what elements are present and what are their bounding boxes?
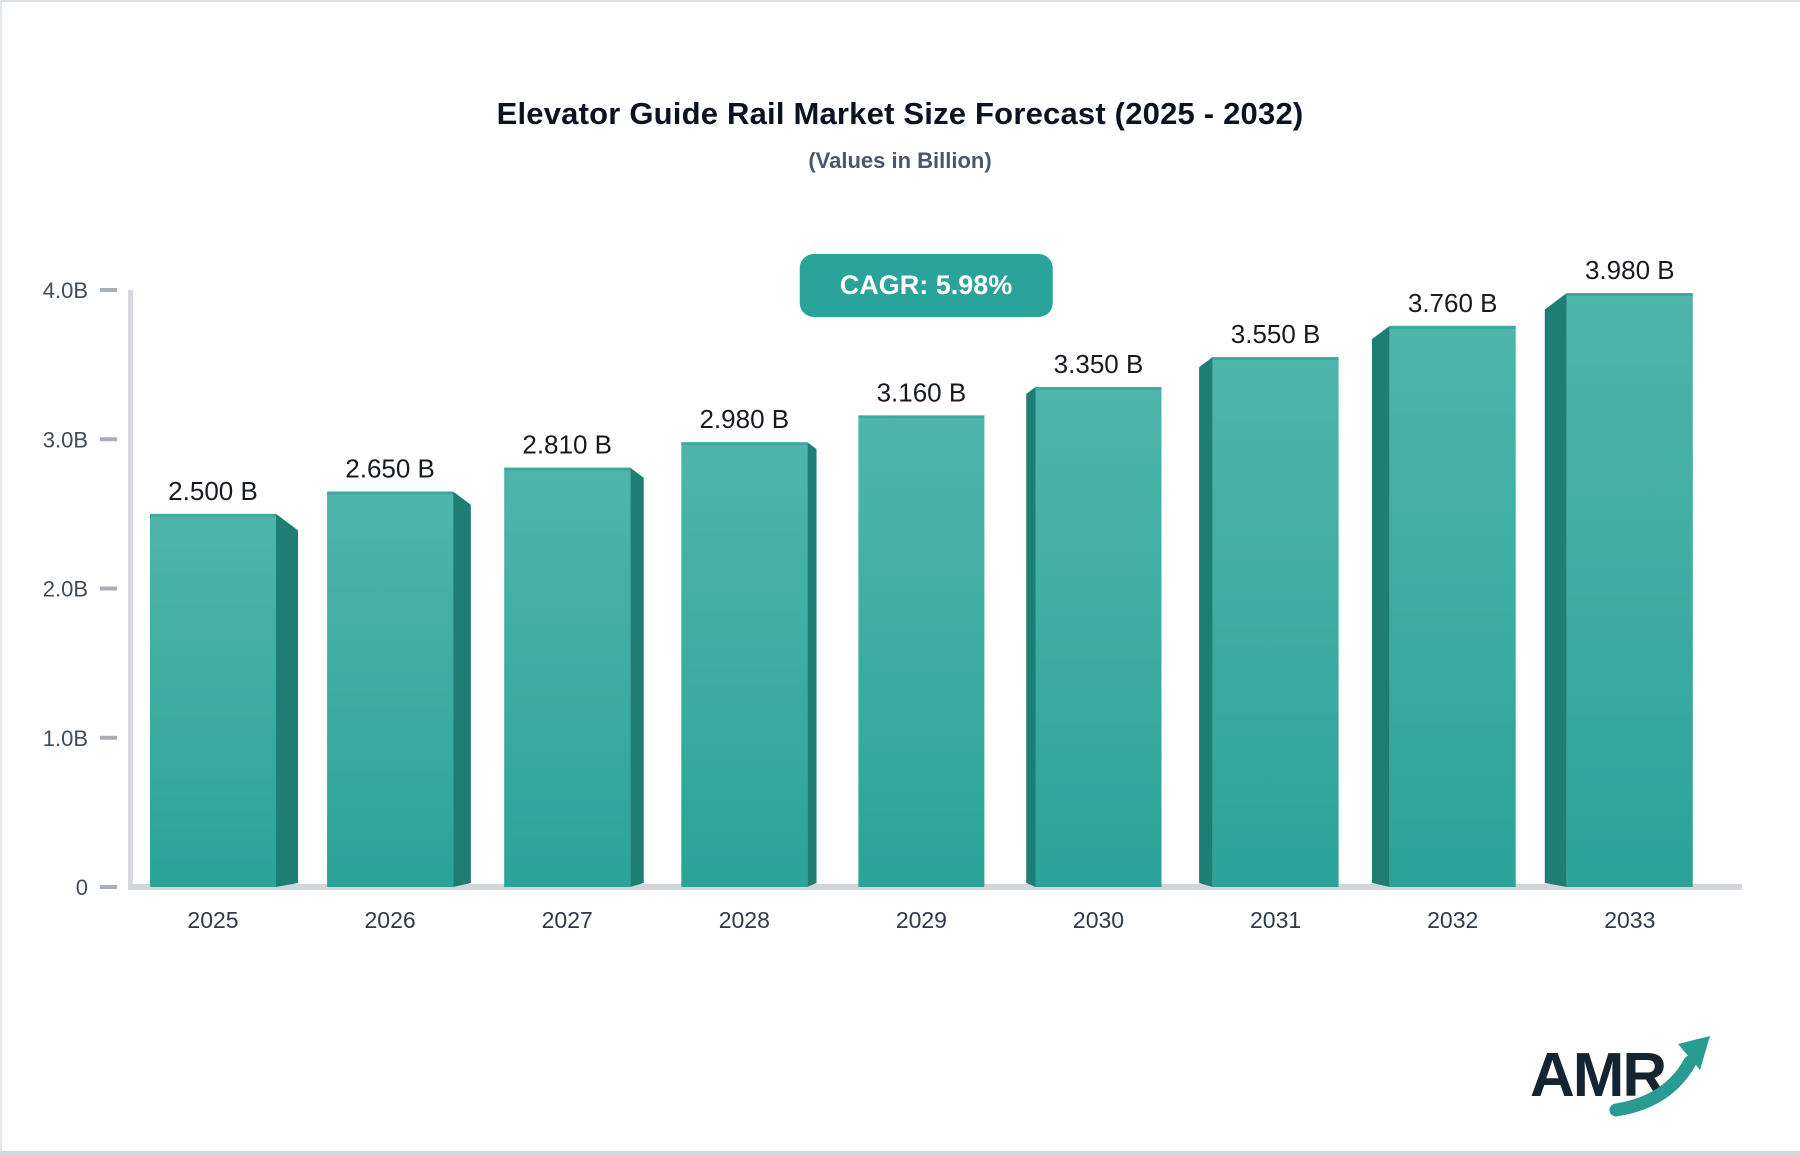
bar: [858, 415, 985, 887]
y-tick-label: 2.0B: [43, 577, 88, 602]
bar-value-label: 3.980 B: [1585, 255, 1675, 285]
bar-side-face: [453, 491, 471, 887]
page-bottom-edge: [0, 1151, 1800, 1156]
bar-side-face: [1544, 292, 1567, 887]
y-tick-label: 1.0B: [43, 726, 88, 751]
bar: [1389, 325, 1516, 887]
bar-value-label: 3.550 B: [1231, 319, 1321, 349]
amr-logo: AMR: [1530, 1036, 1710, 1117]
bar-value-label: 2.650 B: [345, 453, 435, 483]
chart-subtitle: (Values in Billion): [808, 148, 992, 173]
x-category-label: 2029: [896, 907, 947, 933]
bar: [1566, 292, 1693, 887]
bar-value-label: 3.350 B: [1054, 349, 1144, 379]
bar-side-face: [807, 442, 817, 887]
bar-side-face: [630, 467, 644, 887]
bar: [681, 442, 808, 887]
x-category-label: 2031: [1250, 907, 1301, 933]
bar: [1212, 357, 1339, 888]
x-category-label: 2025: [187, 907, 238, 933]
bar-value-label: 2.810 B: [522, 430, 612, 460]
bar-value-label: 2.980 B: [699, 404, 789, 434]
y-tick-label: 0: [76, 875, 88, 900]
bar: [150, 513, 276, 887]
x-category-label: 2028: [719, 907, 770, 933]
bar: [504, 467, 631, 887]
bar-value-label: 3.760 B: [1408, 288, 1498, 318]
x-category-label: 2030: [1073, 907, 1124, 933]
y-tick-label: 3.0B: [43, 427, 88, 452]
bar: [327, 491, 454, 887]
x-category-label: 2026: [365, 907, 416, 933]
x-category-label: 2027: [542, 907, 593, 933]
chart-title: Elevator Guide Rail Market Size Forecast…: [496, 96, 1304, 131]
x-category-label: 2033: [1604, 907, 1655, 933]
bar-side-face: [1371, 325, 1390, 887]
page-top-edge: [0, 0, 1800, 2]
bar-side-face: [276, 513, 298, 887]
bar: [1035, 387, 1162, 887]
bar-side-face: [1026, 387, 1036, 887]
trend-up-arrow-icon: [1609, 1036, 1710, 1117]
y-tick-label: 4.0B: [43, 278, 88, 303]
cagr-badge: CAGR: 5.98%: [799, 254, 1053, 317]
y-axis-line: [128, 290, 133, 887]
page-left-edge: [0, 0, 2, 1156]
bar-value-label: 3.160 B: [877, 377, 967, 407]
bars-layer: 4.0B 3.0B 2.0B 1.0B 0 2.500 B 2025 2.650 B 2026 2…: [43, 255, 1742, 933]
bar-value-label: 2.500 B: [168, 476, 258, 506]
bar-side-face: [1199, 357, 1213, 888]
x-category-label: 2032: [1427, 907, 1478, 933]
